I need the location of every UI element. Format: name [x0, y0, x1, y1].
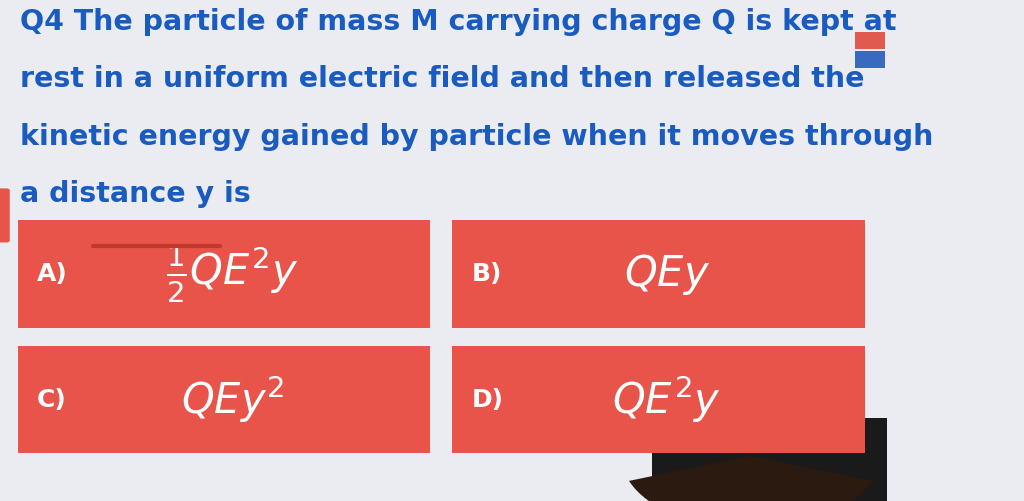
Text: $QEy$: $QEy$ [624, 252, 710, 297]
Text: $\frac{1}{2}QE^2y$: $\frac{1}{2}QE^2y$ [166, 244, 298, 305]
Text: rest in a uniform electric field and then released the: rest in a uniform electric field and the… [19, 65, 864, 93]
Bar [855, 51, 885, 68]
FancyBboxPatch shape [17, 346, 430, 453]
FancyBboxPatch shape [453, 346, 864, 453]
Text: $QEy^2$: $QEy^2$ [180, 374, 284, 425]
Text: $QE^2y$: $QE^2y$ [612, 374, 721, 425]
Bar [855, 32, 885, 49]
Text: kinetic energy gained by particle when it moves through: kinetic energy gained by particle when i… [19, 123, 933, 151]
Wedge shape [629, 456, 871, 501]
Text: a distance y is: a distance y is [19, 180, 250, 208]
Bar [888, 32, 918, 49]
Text: B): B) [472, 263, 502, 286]
Ellipse shape [694, 352, 807, 434]
FancyBboxPatch shape [651, 418, 887, 501]
Text: A): A) [37, 263, 68, 286]
FancyBboxPatch shape [453, 220, 864, 328]
FancyBboxPatch shape [0, 188, 10, 242]
Text: Q4 The particle of mass M carrying charge Q is kept at: Q4 The particle of mass M carrying charg… [19, 8, 896, 36]
FancyBboxPatch shape [17, 220, 430, 328]
Text: C): C) [37, 388, 67, 411]
Text: D): D) [472, 388, 504, 411]
Bar [888, 51, 918, 68]
